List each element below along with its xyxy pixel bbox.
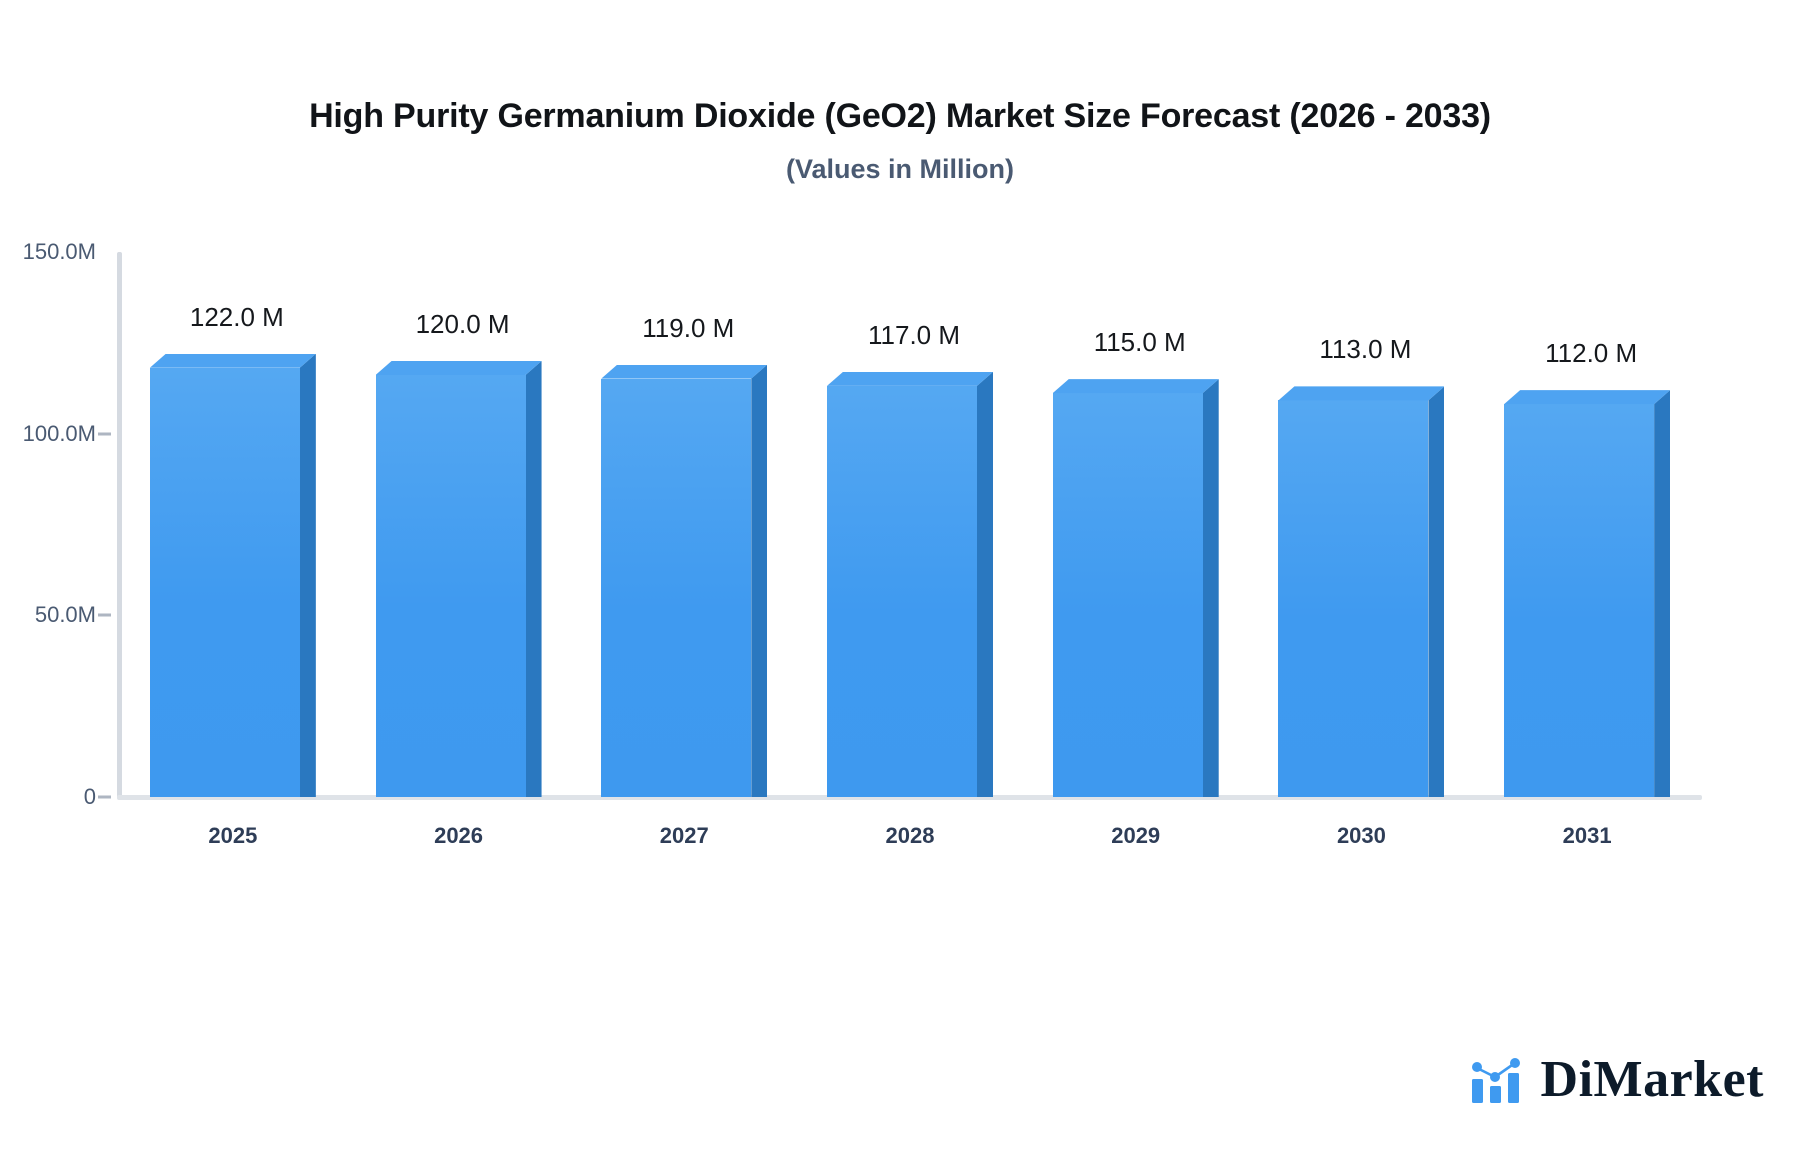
bar[interactable]	[827, 371, 993, 797]
bar-chart-icon	[1471, 1058, 1520, 1103]
x-axis-tick-label: 2030	[1336, 823, 1386, 848]
x-axis-line	[117, 795, 1702, 800]
bar-front-face	[601, 378, 752, 797]
bar-value-label: 112.0 M	[1545, 338, 1638, 369]
x-axis-tick-label: 2026	[434, 823, 484, 848]
bar-front-face	[1052, 393, 1203, 797]
bar-side-face	[525, 361, 542, 797]
bar-top-face	[1278, 386, 1444, 401]
chart-subtitle: (Values in Million)	[785, 153, 1015, 184]
bar-value-label: 115.0 M	[1093, 327, 1186, 358]
bar[interactable]	[1278, 386, 1445, 797]
bar-top-face	[601, 365, 767, 380]
bar-front-face	[1504, 404, 1655, 797]
y-axis-tick-label: 0	[83, 784, 96, 809]
bar-front-face	[149, 367, 300, 797]
x-axis-tick-label: 2029	[1111, 823, 1161, 848]
bar-front-face	[827, 385, 977, 797]
bar[interactable]	[149, 353, 316, 797]
brand-name: DiMarket	[1540, 1051, 1764, 1108]
brand-logo: DiMarket	[1469, 1054, 1764, 1106]
x-axis-tick-label: 2028	[885, 823, 935, 848]
bar[interactable]	[601, 364, 768, 797]
y-axis-tick-label: 150.0M	[22, 239, 96, 264]
bar-value-label: 117.0 M	[867, 319, 961, 350]
y-axis-tick-label: 100.0M	[22, 420, 96, 446]
bar-value-label: 119.0 M	[642, 312, 735, 343]
x-axis-tick-label: 2027	[659, 823, 709, 848]
bar-top-face	[1504, 390, 1670, 405]
bar-value-label: 122.0 M	[189, 301, 284, 332]
x-axis-tick-label: 2031	[1562, 823, 1612, 848]
y-axis-tick-label: 50.0M	[34, 602, 96, 628]
bar-front-face	[375, 375, 526, 797]
bar-side-face	[751, 364, 768, 797]
bar-side-face	[977, 371, 993, 797]
bar[interactable]	[375, 361, 542, 797]
chart-title: High Purity Germanium Dioxide (GeO2) Mar…	[309, 97, 1491, 135]
bar-front-face	[1278, 400, 1429, 797]
x-axis-tick-label: 2025	[208, 823, 258, 848]
chart-header: High Purity Germanium Dioxide (GeO2) Mar…	[0, 96, 1800, 185]
bar-value-label: 113.0 M	[1319, 334, 1412, 365]
bar[interactable]	[1504, 390, 1671, 797]
y-axis-line	[117, 252, 122, 798]
bar-side-face	[1428, 386, 1445, 797]
y-axis-tick-mark	[98, 432, 111, 436]
bar-top-face	[827, 372, 993, 387]
bar-top-face	[1053, 379, 1219, 394]
bar-top-face	[150, 354, 316, 369]
bar[interactable]	[1052, 379, 1219, 797]
y-axis-tick-mark	[98, 613, 111, 617]
bar-side-face	[1654, 390, 1671, 797]
bar-top-face	[376, 361, 542, 376]
bar-side-face	[299, 353, 316, 797]
bar-value-label: 120.0 M	[415, 309, 510, 339]
bar-side-face	[1202, 379, 1219, 797]
y-axis-tick-mark	[98, 795, 111, 799]
